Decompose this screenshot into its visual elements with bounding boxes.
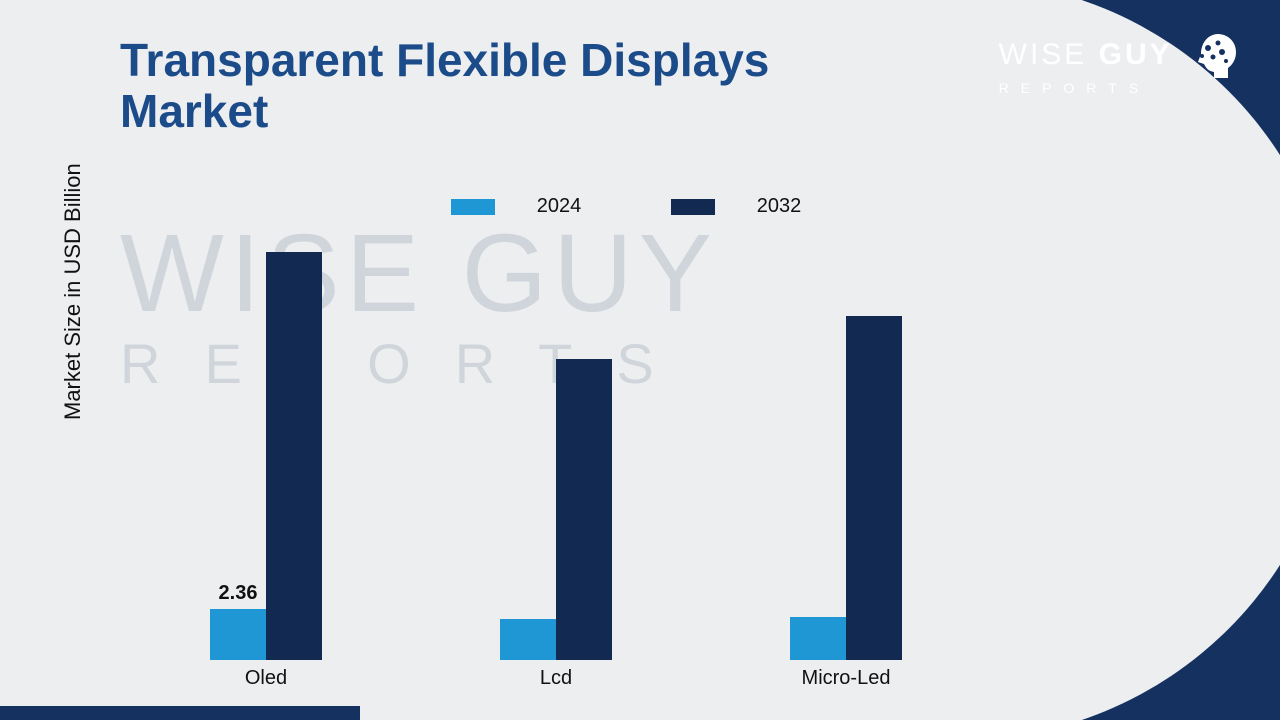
bar-oled-2032	[266, 252, 322, 661]
category-label: Micro-Led	[746, 667, 946, 690]
legend-label-2024: 2024	[537, 195, 582, 218]
brand-head-icon	[1188, 30, 1240, 82]
brand-word-guy: GUY	[1099, 38, 1173, 71]
category-label: Oled	[166, 667, 366, 690]
y-axis-label: Market Size in USD Billion	[60, 163, 86, 420]
legend-swatch-2024	[451, 199, 495, 215]
bar-oled-2024	[210, 609, 266, 660]
brand-word-reports: REPORTS	[999, 80, 1240, 96]
bar-lcd-2024	[500, 619, 556, 660]
legend-item-2032: 2032	[671, 195, 830, 218]
bar-lcd-2032	[556, 359, 612, 660]
legend-label-2032: 2032	[757, 195, 802, 218]
brand-word-wise: WISE	[999, 38, 1088, 71]
footer-accent	[0, 706, 360, 720]
brand-logo: WISE GUY REPORTS	[999, 30, 1240, 96]
category-label: Lcd	[456, 667, 656, 690]
chart-card: WISE GUY REPORTS Transparent Flexible Di…	[0, 0, 1280, 720]
legend-item-2024: 2024	[451, 195, 610, 218]
bar-micro-led-2024	[790, 617, 846, 660]
bar-micro-led-2032	[846, 316, 902, 660]
legend-swatch-2032	[671, 199, 715, 215]
plot-area: 2.36OledLcdMicro-Led	[100, 230, 960, 660]
chart-title: Transparent Flexible Displays Market	[120, 35, 860, 136]
legend: 2024 2032	[0, 195, 1280, 221]
